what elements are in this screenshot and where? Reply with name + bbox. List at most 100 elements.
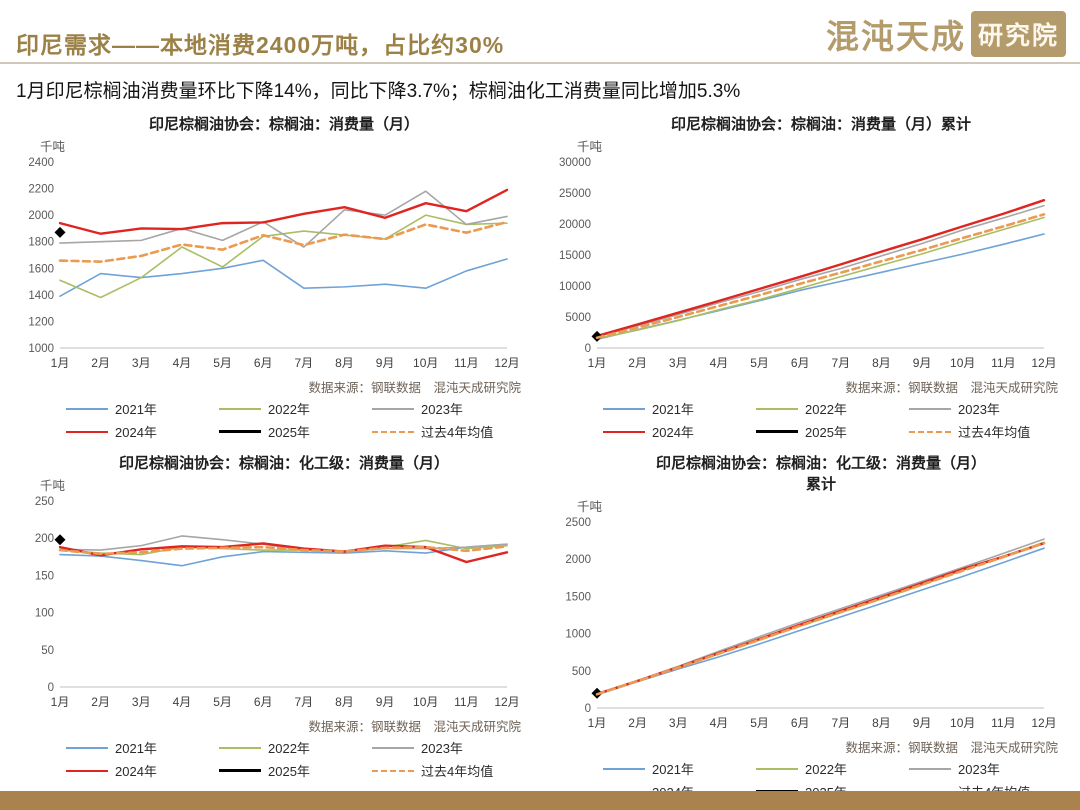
legend-swatch xyxy=(66,407,108,410)
chart-panel-chemical-cumulative: 印尼棕榈油协会：棕榈油：化工级：消费量（月） 累计 千吨 0 500 1000 1500… xyxy=(551,451,1066,801)
legend-label: 2022年 xyxy=(805,402,847,417)
chart-title-line1: 印尼棕榈油协会：棕榈油：化工级：消费量（月） xyxy=(118,455,449,472)
legend-swatch xyxy=(603,767,645,770)
legend-swatch xyxy=(372,769,414,772)
legend-item: 2021年 xyxy=(66,738,219,757)
legend-swatch xyxy=(66,746,108,749)
svg-text:0: 0 xyxy=(585,703,591,715)
svg-text:5月: 5月 xyxy=(213,695,232,709)
svg-text:7月: 7月 xyxy=(831,716,850,730)
chart-panel-monthly-consumption: 印尼棕榈油协会：棕榈油：消费量（月） 千吨 1000 1200 1400 1600 18… xyxy=(14,112,529,441)
svg-text:2月: 2月 xyxy=(628,356,647,370)
svg-text:2月: 2月 xyxy=(628,716,647,730)
svg-text:2000: 2000 xyxy=(565,554,591,566)
svg-text:250: 250 xyxy=(35,496,54,508)
legend-label: 2022年 xyxy=(268,402,310,417)
svg-text:7月: 7月 xyxy=(294,695,313,709)
legend-item: 2022年 xyxy=(219,399,372,418)
legend-swatch xyxy=(909,407,951,410)
legend-label: 2021年 xyxy=(115,741,157,756)
svg-text:1月: 1月 xyxy=(588,716,607,730)
svg-text:30000: 30000 xyxy=(559,157,591,169)
svg-text:11月: 11月 xyxy=(991,356,1015,370)
chart-legend: 2021年 2022年 2023年 2024年 2025年 过去4年均值 xyxy=(14,396,529,441)
legend-item: 2025年 xyxy=(219,761,372,780)
svg-text:2200: 2200 xyxy=(28,184,54,196)
legend-label: 2024年 xyxy=(652,425,694,440)
line-chart-cumulative-consumption: 0 5000 10000 15000 20000 25000 30000 1月 2月 3月 4月 5月… xyxy=(559,157,1056,370)
chart-title: 印尼棕榈油协会：棕榈油：化工级：消费量（月） xyxy=(69,453,499,474)
svg-text:9月: 9月 xyxy=(376,695,395,709)
svg-text:6月: 6月 xyxy=(791,356,810,370)
header-divider xyxy=(0,62,1080,64)
svg-text:6月: 6月 xyxy=(791,716,810,730)
legend-label: 2025年 xyxy=(268,425,310,440)
logo-wordmark: 混沌天成 xyxy=(825,20,966,56)
data-source-note: 数据来源：钢联数据 混沌天成研究院 xyxy=(308,720,521,734)
legend-swatch xyxy=(219,769,261,772)
svg-text:10月: 10月 xyxy=(950,716,975,730)
legend-item: 2021年 xyxy=(66,399,219,418)
svg-text:7月: 7月 xyxy=(831,356,850,370)
svg-text:11月: 11月 xyxy=(991,716,1015,730)
legend-label: 2022年 xyxy=(805,762,847,777)
legend-item: 2021年 xyxy=(603,759,756,778)
chart-legend: 2021年 2022年 2023年 2024年 2025年 过去4年均值 xyxy=(551,396,1066,441)
line-chart-chemical-monthly: 0 50 100 150 200 250 1月 2月 3月 4月 5月 6月 7月 8月 9月 10月 11月 1… xyxy=(35,496,519,709)
legend-item: 过去4年均值 xyxy=(372,761,525,780)
data-source-note: 数据来源：钢联数据 混沌天成研究院 xyxy=(308,381,521,395)
svg-text:2月: 2月 xyxy=(91,695,110,709)
legend-item: 2024年 xyxy=(66,761,219,780)
svg-text:2400: 2400 xyxy=(28,157,54,169)
svg-text:2500: 2500 xyxy=(565,517,591,529)
svg-text:8月: 8月 xyxy=(872,356,891,370)
key-findings-text: 1月印尼棕榈油消费量环比下降14%，同比下降3.7%；棕榈油化工消费量同比增加5… xyxy=(16,81,741,102)
legend-item: 2022年 xyxy=(756,759,909,778)
y-axis-unit-label: 千吨 xyxy=(40,479,66,493)
charts-grid: 印尼棕榈油协会：棕榈油：消费量（月） 千吨 1000 1200 1400 1600 18… xyxy=(14,112,1066,801)
svg-text:6月: 6月 xyxy=(254,356,273,370)
svg-text:100: 100 xyxy=(35,608,54,620)
svg-text:11月: 11月 xyxy=(454,356,478,370)
legend-swatch xyxy=(909,767,951,770)
page-title: 印尼需求——本地消费2400万吨，占比约30% xyxy=(16,32,505,58)
chart-title-line1: 印尼棕榈油协会：棕榈油：消费量（月）累计 xyxy=(670,116,971,133)
logo-seal-badge: 研究院 xyxy=(970,11,1066,57)
svg-text:0: 0 xyxy=(48,682,54,694)
legend-label: 2021年 xyxy=(652,402,694,417)
legend-item: 2024年 xyxy=(66,422,219,441)
chart-panel-cumulative-consumption: 印尼棕榈油协会：棕榈油：消费量（月）累计 千吨 0 5000 10000 15000 2… xyxy=(551,112,1066,441)
svg-text:1400: 1400 xyxy=(28,290,54,302)
svg-text:5月: 5月 xyxy=(213,356,232,370)
legend-label: 2025年 xyxy=(268,764,310,779)
chart-legend: 2021年 2022年 2023年 2024年 2025年 过去4年均值 xyxy=(14,735,529,780)
svg-text:10000: 10000 xyxy=(559,281,591,293)
legend-label: 过去4年均值 xyxy=(958,425,1031,440)
chart-panel-chemical-monthly: 印尼棕榈油协会：棕榈油：化工级：消费量（月） 千吨 0 50 100 150 200 25… xyxy=(14,451,529,801)
legend-swatch xyxy=(66,769,108,772)
svg-text:12月: 12月 xyxy=(1031,716,1056,730)
legend-item: 2023年 xyxy=(372,738,525,757)
legend-label: 2022年 xyxy=(268,741,310,756)
legend-item: 2022年 xyxy=(219,738,372,757)
svg-text:2月: 2月 xyxy=(91,356,110,370)
data-source-note: 数据来源：钢联数据 混沌天成研究院 xyxy=(845,741,1058,755)
svg-text:1600: 1600 xyxy=(28,263,54,275)
legend-label: 2024年 xyxy=(115,764,157,779)
legend-swatch xyxy=(66,430,108,433)
legend-swatch xyxy=(372,430,414,433)
legend-item: 2025年 xyxy=(219,422,372,441)
svg-text:9月: 9月 xyxy=(913,356,932,370)
chart-title-line2: 累计 xyxy=(805,476,836,493)
svg-text:10月: 10月 xyxy=(950,356,975,370)
legend-label: 2023年 xyxy=(421,741,463,756)
svg-text:7月: 7月 xyxy=(294,356,313,370)
svg-text:8月: 8月 xyxy=(335,356,354,370)
legend-label: 2025年 xyxy=(805,425,847,440)
legend-swatch xyxy=(756,407,798,410)
legend-swatch xyxy=(219,746,261,749)
legend-swatch xyxy=(603,430,645,433)
svg-text:5月: 5月 xyxy=(750,716,769,730)
legend-item: 2022年 xyxy=(756,399,909,418)
